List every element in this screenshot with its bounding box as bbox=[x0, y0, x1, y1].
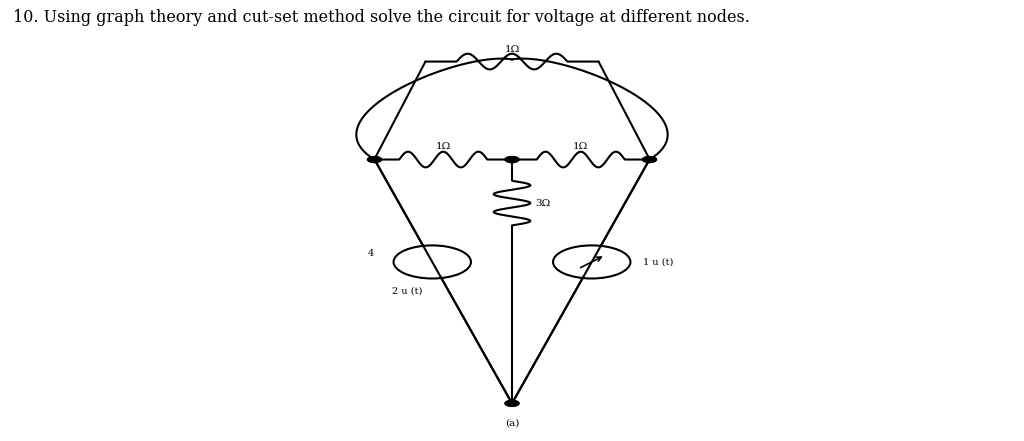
Text: 4: 4 bbox=[368, 249, 375, 258]
Text: (a): (a) bbox=[505, 419, 519, 428]
Circle shape bbox=[505, 157, 519, 163]
Text: 1 u (t): 1 u (t) bbox=[643, 258, 673, 266]
Circle shape bbox=[642, 157, 656, 163]
Circle shape bbox=[368, 157, 382, 163]
Text: 1Ω: 1Ω bbox=[505, 45, 519, 54]
Text: 2 u (t): 2 u (t) bbox=[391, 286, 422, 295]
Text: 10. Using graph theory and cut-set method solve the circuit for voltage at diffe: 10. Using graph theory and cut-set metho… bbox=[13, 9, 750, 26]
Text: 1Ω: 1Ω bbox=[573, 142, 589, 151]
Text: 3Ω: 3Ω bbox=[535, 198, 550, 208]
Circle shape bbox=[505, 400, 519, 407]
Text: 1Ω: 1Ω bbox=[435, 142, 451, 151]
